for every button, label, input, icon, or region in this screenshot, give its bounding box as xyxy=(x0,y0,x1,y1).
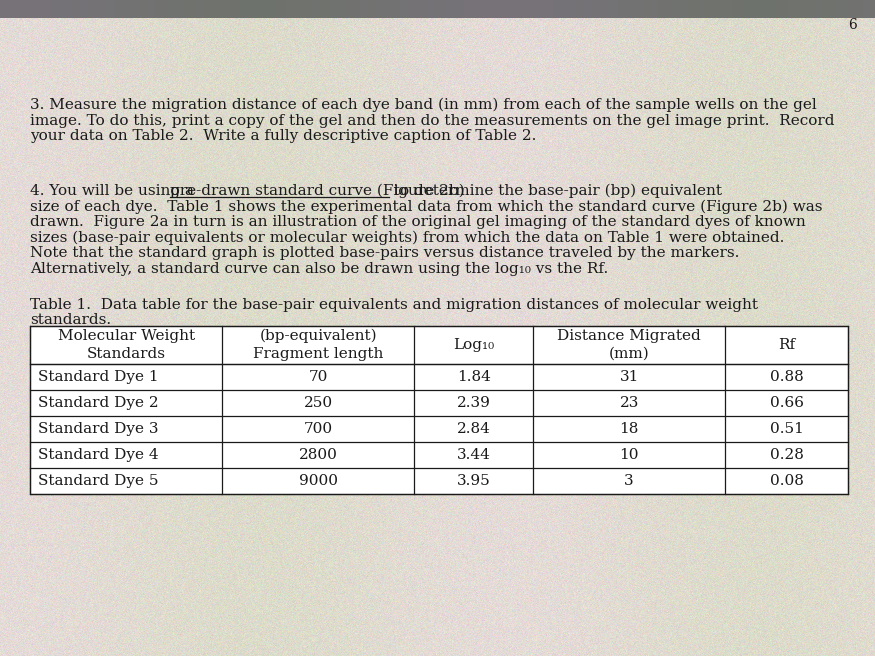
Text: your data on Table 2.  Write a fully descriptive caption of Table 2.: your data on Table 2. Write a fully desc… xyxy=(30,129,536,143)
Text: Standard Dye 4: Standard Dye 4 xyxy=(38,448,158,462)
Text: pre-drawn standard curve (Figure 2b): pre-drawn standard curve (Figure 2b) xyxy=(170,184,465,198)
Text: 3.95: 3.95 xyxy=(457,474,491,488)
Text: image. To do this, print a copy of the gel and then do the measurements on the g: image. To do this, print a copy of the g… xyxy=(30,113,835,127)
Text: 4. You will be using a: 4. You will be using a xyxy=(30,184,199,198)
Text: 0.88: 0.88 xyxy=(770,370,803,384)
Text: 0.51: 0.51 xyxy=(770,422,803,436)
Text: 3: 3 xyxy=(625,474,634,488)
Text: Standard Dye 1: Standard Dye 1 xyxy=(38,370,158,384)
Text: 0.28: 0.28 xyxy=(770,448,803,462)
Text: Standard Dye 2: Standard Dye 2 xyxy=(38,396,158,410)
Text: 2.84: 2.84 xyxy=(457,422,491,436)
Text: (bp-equivalent)
Fragment length: (bp-equivalent) Fragment length xyxy=(253,329,383,361)
Bar xyxy=(30,326,848,494)
Text: sizes (base-pair equivalents or molecular weights) from which the data on Table : sizes (base-pair equivalents or molecula… xyxy=(30,230,784,245)
Text: 23: 23 xyxy=(620,396,639,410)
Text: Standard Dye 5: Standard Dye 5 xyxy=(38,474,158,488)
Text: Distance Migrated
(mm): Distance Migrated (mm) xyxy=(557,329,701,361)
Text: 0.08: 0.08 xyxy=(770,474,803,488)
Text: size of each dye.  Table 1 shows the experimental data from which the standard c: size of each dye. Table 1 shows the expe… xyxy=(30,199,822,214)
Text: 2800: 2800 xyxy=(299,448,338,462)
Text: 18: 18 xyxy=(620,422,639,436)
Text: 2.39: 2.39 xyxy=(457,396,491,410)
Text: to determine the base-pair (bp) equivalent: to determine the base-pair (bp) equivale… xyxy=(388,184,722,198)
Text: 700: 700 xyxy=(304,422,332,436)
Text: Table 1.  Data table for the base-pair equivalents and migration distances of mo: Table 1. Data table for the base-pair eq… xyxy=(30,298,758,312)
Text: Molecular Weight
Standards: Molecular Weight Standards xyxy=(58,329,194,361)
Text: 9000: 9000 xyxy=(299,474,338,488)
Text: 3. Measure the migration distance of each dye band (in mm) from each of the samp: 3. Measure the migration distance of eac… xyxy=(30,98,816,112)
Text: Standard Dye 3: Standard Dye 3 xyxy=(38,422,158,436)
Text: Log₁₀: Log₁₀ xyxy=(453,338,494,352)
Text: 31: 31 xyxy=(620,370,639,384)
Text: 0.66: 0.66 xyxy=(770,396,803,410)
Text: 1.84: 1.84 xyxy=(457,370,491,384)
Text: Note that the standard graph is plotted base-pairs versus distance traveled by t: Note that the standard graph is plotted … xyxy=(30,246,739,260)
Text: Rf: Rf xyxy=(778,338,795,352)
Text: 3.44: 3.44 xyxy=(457,448,491,462)
Text: 6: 6 xyxy=(848,18,857,32)
Text: drawn.  Figure 2a in turn is an illustration of the original gel imaging of the : drawn. Figure 2a in turn is an illustrat… xyxy=(30,215,806,229)
Text: standards.: standards. xyxy=(30,314,111,327)
Text: 10: 10 xyxy=(620,448,639,462)
Text: 70: 70 xyxy=(309,370,328,384)
Text: 250: 250 xyxy=(304,396,332,410)
Text: Alternatively, a standard curve can also be drawn using the log₁₀ vs the Rf.: Alternatively, a standard curve can also… xyxy=(30,262,608,276)
